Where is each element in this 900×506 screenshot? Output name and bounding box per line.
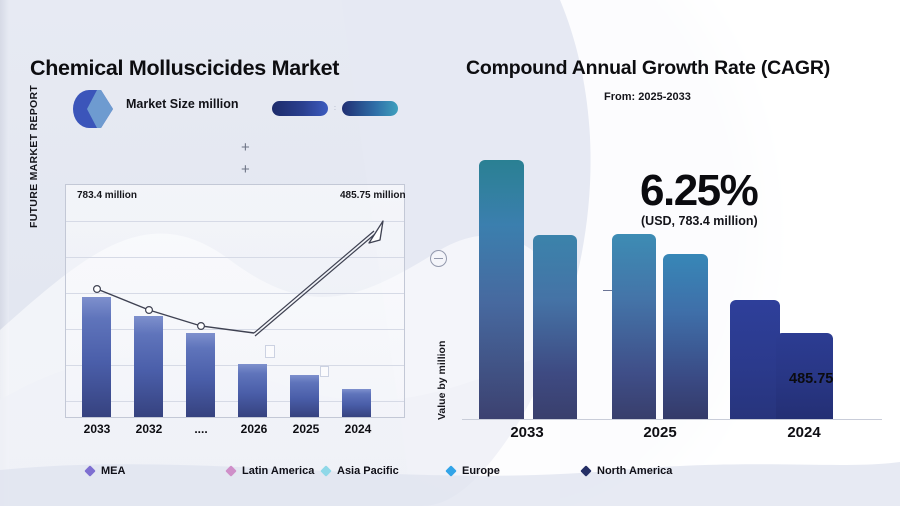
legend-diamond-icon-europe	[445, 465, 457, 477]
cagr-note: (USD, 783.4 million)	[641, 214, 758, 228]
right-panel-title: Compound Annual Growth Rate (CAGR)	[466, 57, 831, 79]
x-label-1: 2032	[135, 422, 163, 436]
right-chart-y-axis-label: Value by million	[436, 340, 448, 420]
left-chart-x-labels: 2033 2032 .... 2026 2025 2024	[66, 422, 406, 442]
left-chart-end-value: 485.75 million	[340, 190, 406, 201]
left-chart-plot-area	[65, 184, 405, 418]
right-x-label-0: 2033	[510, 424, 544, 441]
left-chart-bars	[66, 185, 404, 417]
bar-2033-front[interactable]	[479, 160, 524, 420]
bar-2033[interactable]	[82, 297, 111, 417]
cagr-value: 6.25%	[640, 166, 759, 215]
bar-2033-back[interactable]	[533, 235, 577, 420]
x-label-5: 2024	[344, 422, 372, 436]
right-panel-subtitle: From: 2025-2033	[604, 91, 691, 103]
bar-2025-back[interactable]	[663, 254, 708, 420]
hexagon-logo-icon	[73, 90, 113, 128]
legend-diamond-icon-latin-america	[225, 465, 237, 477]
left-edge-strip	[0, 0, 9, 506]
plus-icon-upper[interactable]: +	[241, 139, 250, 156]
bar-2032[interactable]	[134, 316, 163, 417]
right-chart-end-value: 485.75	[789, 371, 834, 387]
watermark-icon-b	[320, 366, 329, 377]
x-label-0: 2033	[83, 422, 111, 436]
left-chart-start-value: 783.4 million	[77, 190, 138, 201]
right-chart-x-labels: 2033 2025 2024	[455, 424, 895, 448]
right-chart-bars	[455, 150, 895, 420]
legend-item-mea[interactable]: MEA	[84, 465, 227, 477]
bar-2024[interactable]	[342, 389, 371, 417]
legend-label-asia-pacific: Asia Pacific	[337, 465, 399, 477]
legend-item-north-america[interactable]: North America	[580, 465, 673, 477]
watermark-icon-a	[265, 345, 275, 358]
legend-label-north-america: North America	[597, 465, 673, 477]
legend-diamond-icon-north-america	[580, 465, 592, 477]
bar-mid[interactable]	[186, 333, 215, 417]
right-x-label-1: 2025	[643, 424, 677, 441]
legend-pill-secondary	[341, 101, 398, 116]
legend-diamond-icon-asia-pacific	[320, 465, 332, 477]
right-x-label-2: 2024	[787, 424, 821, 441]
legend-pill-primary	[272, 101, 328, 116]
bar-2025[interactable]	[290, 375, 319, 417]
left-chart-trend-line	[93, 220, 384, 337]
x-label-4: 2025	[292, 422, 320, 436]
left-panel-title: Chemical Molluscicides Market	[30, 56, 340, 80]
legend-label-mea: MEA	[101, 465, 126, 477]
bar-2024-back[interactable]	[776, 333, 833, 420]
legend-item-latin-america[interactable]: Latin America	[225, 465, 322, 477]
left-chart-y-axis-label: FUTURE MARKET REPORT	[28, 84, 40, 228]
plus-icon-lower[interactable]: +	[241, 161, 250, 178]
right-chart-baseline	[462, 419, 882, 420]
legend-pills: :	[272, 101, 398, 116]
market-size-label: Market Size million	[126, 97, 239, 111]
x-label-2: ....	[194, 422, 208, 436]
legend-item-asia-pacific[interactable]: Asia Pacific	[320, 465, 447, 477]
bar-2025-front[interactable]	[612, 234, 656, 420]
region-legend: MEA Latin America Asia Pacific Europe No…	[84, 465, 673, 477]
bar-2024-front[interactable]	[730, 300, 780, 420]
bar-2026[interactable]	[238, 364, 267, 417]
x-label-3: 2026	[240, 422, 268, 436]
circle-minus-icon[interactable]	[430, 250, 447, 267]
legend-label-latin-america: Latin America	[242, 465, 315, 477]
legend-label-europe: Europe	[462, 465, 500, 477]
legend-diamond-icon-mea	[84, 465, 96, 477]
legend-pill-separator: :	[334, 105, 336, 112]
legend-item-europe[interactable]: Europe	[445, 465, 582, 477]
